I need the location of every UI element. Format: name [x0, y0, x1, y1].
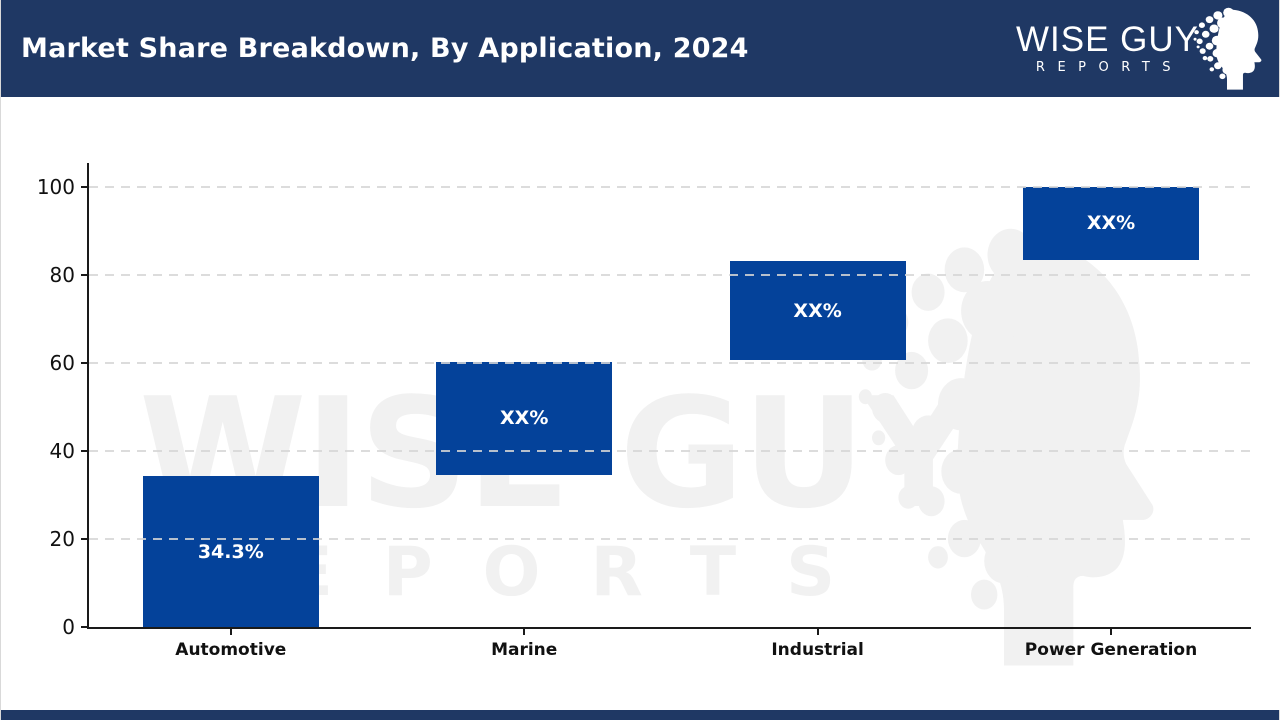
x-tick-mark — [816, 627, 819, 635]
page-title: Market Share Breakdown, By Application, … — [21, 33, 749, 64]
y-tick-mark — [81, 626, 89, 628]
footer-bar — [1, 710, 1279, 720]
x-tick-mark — [523, 627, 526, 635]
brand-logo: WISE GUY REPORTS — [1016, 7, 1265, 91]
gridline-100 — [89, 186, 1251, 188]
y-tick-label: 100 — [36, 175, 75, 199]
bar-marine — [436, 361, 613, 476]
x-category-label-power-generation: Power Generation — [1024, 640, 1198, 660]
bar-automotive — [142, 476, 319, 627]
x-category-label-marine: Marine — [491, 640, 558, 660]
bar-power-generation — [1023, 187, 1199, 260]
y-tick-label: 20 — [49, 527, 75, 551]
y-axis-spine — [87, 163, 89, 629]
bar-value-label: 34.3% — [197, 540, 264, 563]
y-tick-mark — [81, 274, 89, 276]
header-bar: Market Share Breakdown, By Application, … — [1, 0, 1279, 97]
gridline-60 — [89, 362, 1251, 364]
gridline-20 — [89, 538, 1251, 540]
chart-area: WISE GUY REPORTS 34.3% XX% XX% XX% 0 20 40 60 80… — [1, 97, 1280, 710]
x-category-label-automotive: Automotive — [175, 640, 287, 660]
bar-value-label: XX% — [500, 407, 549, 430]
y-tick-label: 80 — [49, 263, 75, 287]
y-tick-label: 40 — [49, 439, 75, 463]
x-category-label-industrial: Industrial — [771, 640, 864, 660]
y-tick-label: 60 — [49, 351, 75, 375]
y-tick-mark — [81, 362, 89, 364]
wiseguy-head-icon — [1193, 7, 1262, 90]
gridline-80 — [89, 274, 1251, 276]
y-tick-mark — [81, 186, 89, 188]
x-axis-spine — [87, 627, 1251, 629]
brand-subtitle: REPORTS — [1035, 60, 1184, 75]
x-tick-mark — [1110, 627, 1112, 635]
x-tick-mark — [229, 627, 232, 635]
gridline-40 — [89, 450, 1251, 452]
bar-value-label: XX% — [793, 299, 842, 322]
bar-value-label: XX% — [1086, 212, 1136, 235]
brand-name: WISE GUY — [1015, 20, 1199, 59]
bar-industrial — [729, 260, 906, 361]
brand-logo-text: WISE GUY REPORTS — [1016, 22, 1199, 75]
y-tick-mark — [81, 450, 89, 452]
y-tick-mark — [81, 538, 89, 540]
y-tick-label: 0 — [62, 615, 75, 639]
